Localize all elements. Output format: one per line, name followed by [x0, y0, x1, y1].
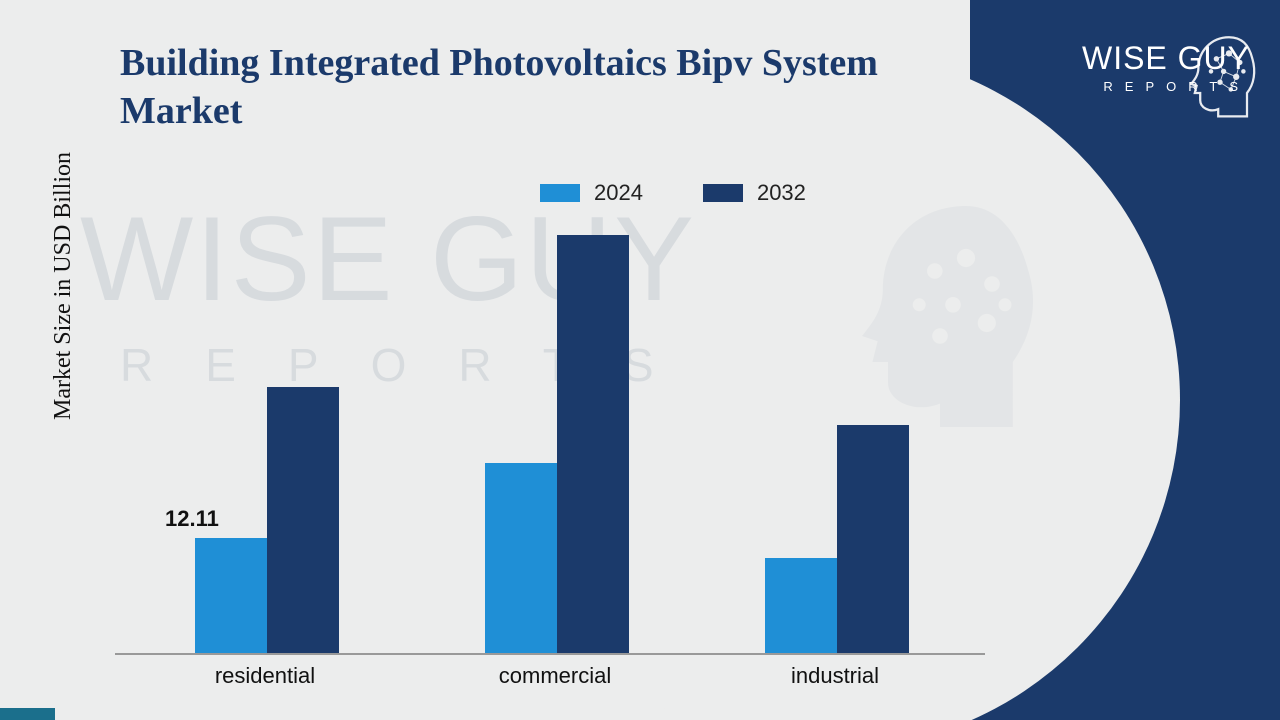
brand-name: WISE GUY: [1082, 40, 1250, 77]
chart-plot: residential commercial industrial 12.11: [115, 225, 985, 655]
category-label: industrial: [745, 663, 925, 689]
bar-group: commercial: [465, 225, 645, 655]
chart-title: Building Integrated Photovoltaics Bipv S…: [120, 40, 900, 135]
data-label: 12.11: [165, 506, 219, 532]
bar: [765, 558, 837, 653]
bar-group: industrial: [745, 225, 925, 655]
legend-swatch-2032: [703, 184, 743, 202]
category-label: commercial: [465, 663, 645, 689]
chart-canvas: WISE GUY REPORTS Building Integrated Pho…: [0, 0, 1280, 720]
bar-group: residential: [175, 225, 355, 655]
bar: [485, 463, 557, 653]
bar: [557, 235, 629, 653]
legend-item-2024: 2024: [540, 180, 643, 206]
legend: 2024 2032: [540, 180, 806, 206]
legend-swatch-2024: [540, 184, 580, 202]
category-label: residential: [175, 663, 355, 689]
legend-item-2032: 2032: [703, 180, 806, 206]
bar: [267, 387, 339, 653]
y-axis-label: Market Size in USD Billion: [50, 152, 77, 420]
legend-label-2032: 2032: [757, 180, 806, 206]
bar: [195, 538, 267, 653]
legend-label-2024: 2024: [594, 180, 643, 206]
accent-bar: [0, 708, 55, 720]
bar: [837, 425, 909, 653]
brand-logo: WISE GUY REPORTS: [1082, 40, 1250, 94]
brand-sub: REPORTS: [1082, 79, 1250, 94]
